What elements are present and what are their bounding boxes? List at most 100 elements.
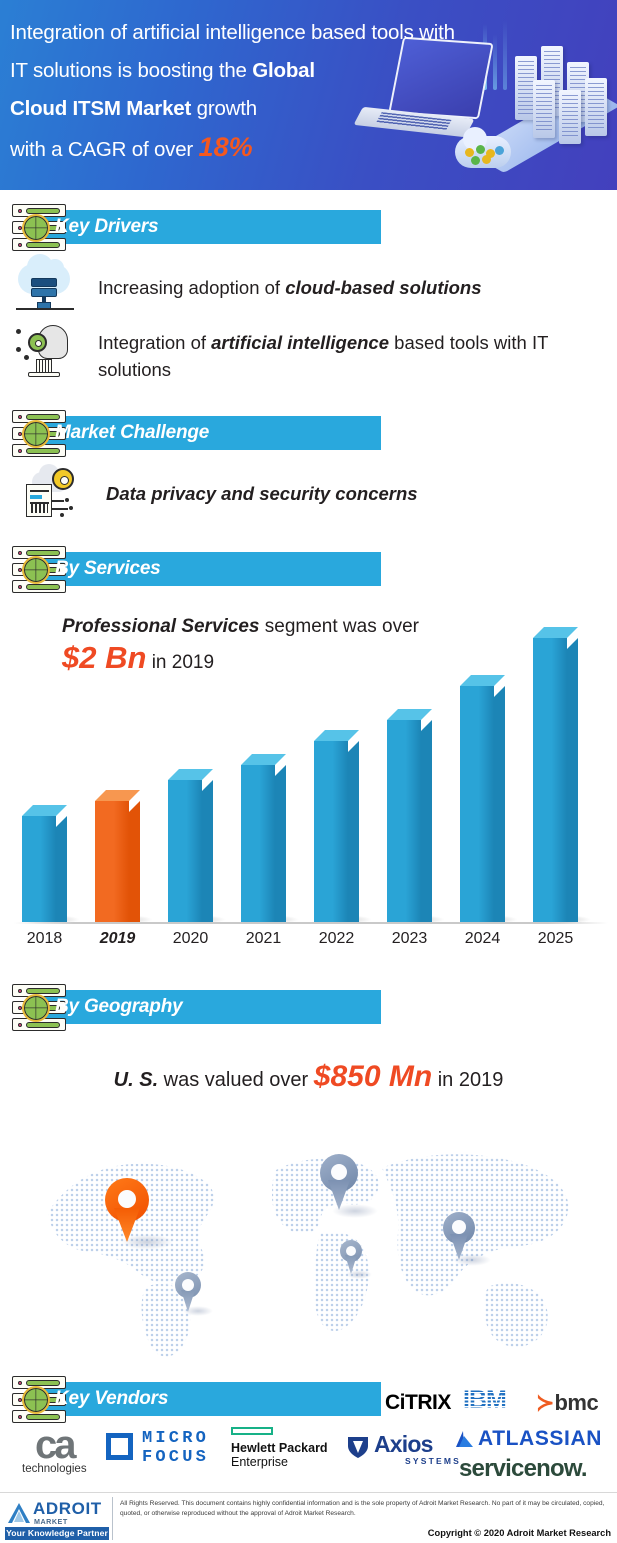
- section-title-market-challenge: Market Challenge: [55, 422, 210, 443]
- servicenow-logo: servicenow.: [459, 1455, 588, 1482]
- chart-bar: [22, 805, 80, 924]
- pin-europe: [320, 1154, 378, 1218]
- chart-baseline: [14, 922, 608, 924]
- bmc-arrow-icon: ≻: [536, 1390, 555, 1415]
- ca-technologies-logo: ca technologies: [22, 1423, 87, 1475]
- us-value: $850 Mn: [313, 1060, 433, 1093]
- bar-side: [421, 720, 432, 922]
- pin-south-america: [175, 1272, 213, 1316]
- chart-x-label: 2024: [464, 930, 501, 947]
- bar-side: [275, 765, 286, 922]
- header-headline: Integration of artificial intelligence b…: [10, 14, 455, 169]
- chart-bar: [314, 730, 372, 924]
- vendor-logo-grid: CiTRIX IBM ≻bmc ca technologies MICRO FO…: [0, 1375, 617, 1490]
- bar-top-face: [460, 675, 505, 686]
- driver-text-cloud: Increasing adoption of cloud-based solut…: [98, 277, 482, 298]
- driver-text-ai: Integration of artificial intelligence b…: [98, 332, 549, 380]
- challenge-item-security: Data privacy and security concerns: [22, 464, 602, 520]
- headline-line-3: Cloud ITSM Market growth: [10, 97, 257, 120]
- bar-side: [494, 686, 505, 922]
- bar-face: [22, 816, 56, 922]
- server-globe-icon: [8, 546, 70, 594]
- hpe-logo: Hewlett Packard Enterprise: [231, 1427, 328, 1469]
- header-illustration: [337, 18, 617, 188]
- citrix-logo: CiTRIX: [385, 1391, 451, 1414]
- bar-face: [533, 638, 567, 922]
- services-bar-chart: Professional Services segment was over $…: [0, 600, 617, 970]
- axios-shield-icon: [348, 1437, 368, 1458]
- chart-caption-line-2: $2 Bn in 2019: [62, 640, 215, 675]
- chart-bar: [241, 754, 299, 924]
- cloud-server-icon: [14, 254, 76, 314]
- footer-disclaimer: All Rights Reserved. This document conta…: [120, 1500, 605, 1517]
- chart-bar: [95, 790, 153, 924]
- chart-x-label: 2021: [245, 930, 282, 947]
- atlassian-logo: ATLASSIAN: [455, 1427, 602, 1451]
- header-banner: Integration of artificial intelligence b…: [0, 0, 617, 190]
- axios-systems-logo: Axios SYSTEMS: [345, 1431, 461, 1466]
- driver-item-cloud: Increasing adoption of cloud-based solut…: [14, 254, 604, 314]
- bar-top-face: [533, 627, 578, 638]
- server-globe-icon: [8, 984, 70, 1032]
- chart-x-label: 2022: [318, 930, 355, 947]
- server-globe-icon: [8, 410, 70, 458]
- bmc-logo: ≻bmc: [536, 1390, 599, 1415]
- section-title-by-services: By Services: [55, 558, 161, 579]
- page-footer: ADROIT MARKET RESEARCH Your Knowledge Pa…: [0, 1492, 617, 1543]
- data-security-icon: [22, 464, 84, 520]
- chart-x-label: 2018: [26, 930, 63, 947]
- headline-line-4: with a CAGR of over 18%: [10, 132, 253, 162]
- bar-face: [314, 741, 348, 922]
- bar-top-face: [387, 709, 432, 720]
- section-title-key-vendors: Key Vendors: [55, 1388, 169, 1409]
- server-globe-icon: [8, 204, 70, 252]
- chart-bar: [387, 709, 445, 924]
- bar-side: [56, 816, 67, 922]
- bar-side: [202, 780, 213, 922]
- bar-top-face: [241, 754, 286, 765]
- footer-divider: [112, 1497, 113, 1540]
- bar-face: [168, 780, 202, 922]
- server-globe-icon: [8, 1376, 70, 1424]
- bar-face: [95, 801, 129, 922]
- chart-x-label: 2025: [537, 930, 574, 947]
- pin-north-america: [105, 1178, 173, 1250]
- headline-line-2: IT solutions is boosting the Global: [10, 59, 315, 82]
- headline-line-1: Integration of artificial intelligence b…: [10, 21, 455, 44]
- pin-africa: [340, 1240, 372, 1279]
- chart-bar: [533, 627, 591, 924]
- adroit-logo: ADROIT MARKET RESEARCH Your Knowledge Pa…: [5, 1499, 109, 1540]
- bar-top-face: [314, 730, 359, 741]
- chart-bar: [168, 769, 226, 924]
- bar-face: [387, 720, 421, 922]
- pin-asia: [443, 1212, 491, 1266]
- challenge-text-security: Data privacy and security concerns: [106, 483, 418, 504]
- chart-plot-area: [0, 600, 617, 970]
- chart-x-label: 2020: [172, 930, 209, 947]
- driver-item-ai: Integration of artificial intelligence b…: [14, 323, 604, 383]
- bar-top-face: [95, 790, 140, 801]
- chart-x-label: 2019: [99, 930, 136, 947]
- bar-face: [460, 686, 494, 922]
- chart-caption: Professional Services segment was over $…: [62, 614, 602, 681]
- atlassian-mark-icon: [456, 1431, 473, 1447]
- geography-map: U. S. was valued over $850 Mn in 2019: [0, 1050, 617, 1370]
- section-title-by-geography: By Geography: [55, 996, 183, 1017]
- footer-copyright: Copyright © 2020 Adroit Market Research: [427, 1528, 611, 1538]
- chart-x-label: 2023: [391, 930, 428, 947]
- chart-caption-line-1: Professional Services segment was over: [62, 616, 419, 637]
- bar-top-face: [168, 769, 213, 780]
- chart-bar: [460, 675, 518, 924]
- bar-face: [241, 765, 275, 922]
- section-title-key-drivers: Key Drivers: [55, 216, 159, 237]
- ai-head-icon: [14, 323, 76, 379]
- map-caption: U. S. was valued over $850 Mn in 2019: [113, 1060, 504, 1093]
- cagr-value: 18%: [198, 132, 253, 162]
- services-value: $2 Bn: [62, 640, 147, 675]
- micro-focus-logo: MICRO FOCUS: [106, 1429, 209, 1467]
- adroit-triangle-icon: [8, 1503, 30, 1523]
- bar-top-face: [22, 805, 67, 816]
- bar-side: [348, 741, 359, 922]
- bar-side: [567, 638, 578, 922]
- ibm-logo: IBM: [463, 1386, 507, 1414]
